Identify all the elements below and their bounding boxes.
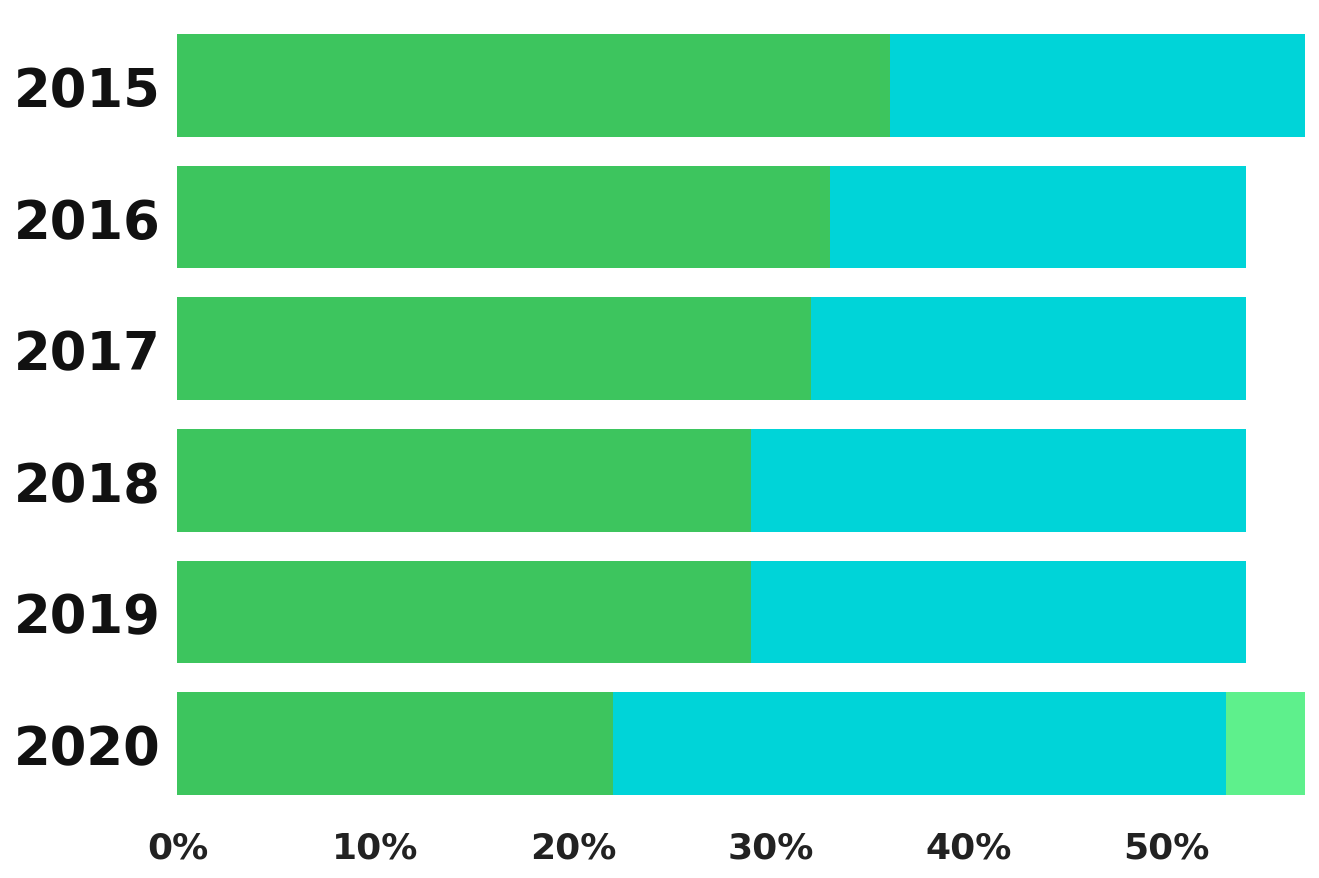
Bar [889,35,1304,138]
Bar [178,429,751,532]
Bar [830,167,1245,269]
Bar [751,561,1245,664]
Bar [178,693,613,795]
Bar [178,167,830,269]
Bar [810,298,1245,400]
Bar [1225,693,1304,795]
Bar [178,35,889,138]
Bar [613,693,1225,795]
Bar [178,561,751,664]
Bar [751,429,1245,532]
Bar [178,298,810,400]
